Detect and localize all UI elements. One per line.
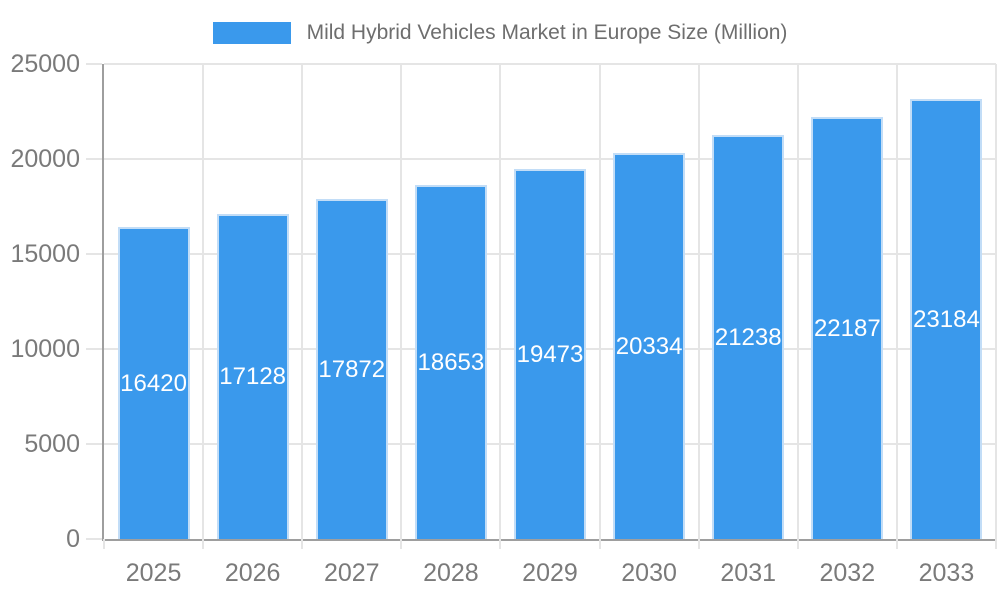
y-axis-label: 10000	[10, 335, 80, 363]
plot-area: 0 5000 10000 15000 20000 25000 16420 2025 17128 2…	[10, 52, 997, 586]
x-axis-tick	[400, 539, 403, 549]
bar-value-label: 20334	[615, 332, 683, 360]
gridline-vertical	[499, 64, 502, 539]
bar-value-label: 16420	[120, 370, 187, 398]
y-axis-tick	[86, 253, 102, 255]
bar-value-label: 22187	[813, 315, 881, 343]
gridline-horizontal	[104, 158, 996, 160]
bar-value-label: 17872	[318, 356, 386, 384]
x-axis-label: 2029	[522, 559, 578, 587]
legend-swatch	[212, 22, 291, 44]
y-axis-tick	[86, 63, 102, 65]
y-axis-label: 20000	[10, 145, 80, 173]
gridline-vertical	[400, 64, 403, 539]
x-axis-label: 2033	[918, 559, 975, 587]
y-axis-label: 15000	[10, 240, 80, 268]
bar-value-label: 23184	[913, 305, 980, 333]
y-axis-tick	[86, 158, 102, 160]
bar-value-label: 17128	[219, 363, 287, 391]
x-axis-tick	[202, 539, 205, 549]
x-axis-tick	[598, 539, 601, 549]
x-axis-tick	[895, 539, 898, 549]
x-axis-label: 2028	[423, 559, 479, 587]
bar-value-label: 18653	[417, 348, 485, 376]
gridline-horizontal	[104, 63, 996, 65]
x-axis-label: 2031	[720, 559, 777, 587]
bar-2031[interactable]: 21238	[712, 135, 785, 539]
gridline-vertical	[796, 64, 799, 539]
x-axis-label: 2025	[125, 559, 182, 587]
gridline-vertical	[301, 64, 304, 539]
y-axis-tick	[86, 348, 102, 350]
x-axis-label: 2032	[819, 559, 876, 587]
bar-2025[interactable]: 16420	[117, 227, 190, 539]
bar-2026[interactable]: 17128	[216, 213, 289, 539]
x-axis-tick	[697, 539, 700, 549]
bar-value-label: 21238	[714, 324, 782, 352]
bar-2033[interactable]: 23184	[910, 98, 983, 539]
bar-2027[interactable]: 17872	[315, 199, 388, 539]
bar-2029[interactable]: 19473	[514, 169, 586, 539]
y-axis-label: 25000	[10, 50, 80, 78]
gridline-vertical	[895, 64, 898, 539]
bar-2030[interactable]: 20334	[613, 152, 686, 539]
x-axis-tick	[301, 539, 304, 549]
x-axis-tick	[995, 539, 997, 549]
bar-2032[interactable]: 22187	[811, 117, 884, 539]
bar-value-label: 19473	[516, 341, 584, 368]
bar-2028[interactable]: 18653	[414, 184, 487, 539]
x-axis-label: 2026	[224, 559, 281, 587]
legend-label: Mild Hybrid Vehicles Market in Europe Si…	[306, 21, 788, 44]
x-axis-label: 2027	[323, 559, 380, 587]
gridline-vertical	[598, 64, 601, 539]
gridline-vertical	[697, 64, 700, 539]
x-axis-tick	[499, 539, 502, 549]
chart-legend[interactable]: Mild Hybrid Vehicles Market in Europe Si…	[0, 21, 1000, 45]
x-axis-label: 2030	[621, 559, 677, 587]
y-axis-label: 5000	[24, 430, 80, 458]
x-axis-tick	[796, 539, 799, 549]
y-axis-label: 0	[66, 525, 80, 553]
y-axis-tick	[86, 443, 102, 445]
y-axis-tick	[86, 538, 102, 540]
gridline-vertical	[202, 64, 205, 539]
x-axis-tick	[103, 539, 105, 549]
gridline-vertical	[995, 64, 997, 539]
